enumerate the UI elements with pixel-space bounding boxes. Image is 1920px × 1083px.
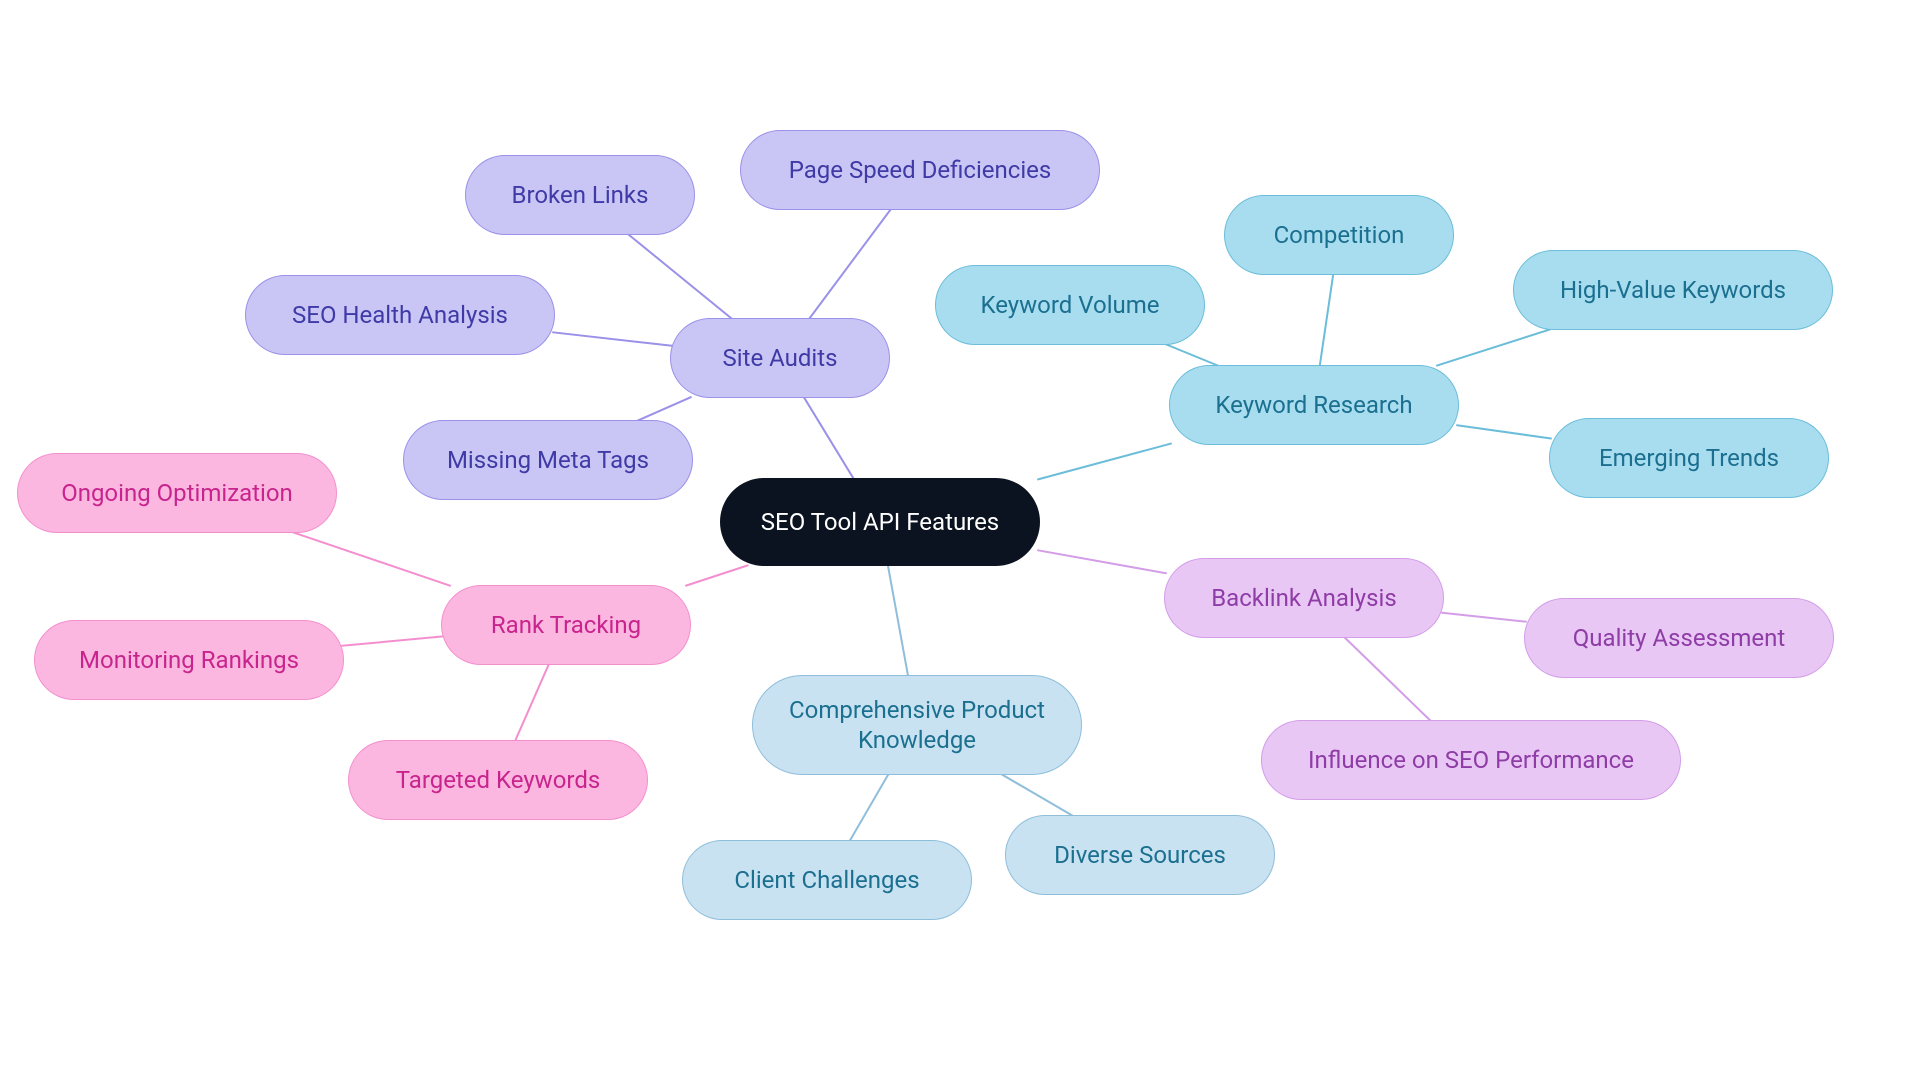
edge-keyword_research-competition: [1320, 273, 1334, 367]
node-label: Quality Assessment: [1573, 623, 1785, 653]
edge-center-rank_tracking: [686, 565, 748, 585]
node-quality_assessment: Quality Assessment: [1524, 598, 1834, 678]
node-site_audits: Site Audits: [670, 318, 890, 398]
edge-center-site_audits: [803, 396, 854, 479]
node-label: Keyword Research: [1215, 390, 1412, 420]
node-diverse_sources: Diverse Sources: [1005, 815, 1275, 895]
node-keyword_volume: Keyword Volume: [935, 265, 1205, 345]
node-page_speed: Page Speed Deficiencies: [740, 130, 1100, 210]
node-label: Keyword Volume: [980, 290, 1159, 320]
edge-backlink_analysis-quality_assessment: [1442, 613, 1526, 622]
node-center: SEO Tool API Features: [720, 478, 1040, 566]
edge-keyword_research-keyword_volume: [1166, 344, 1219, 366]
node-label: Targeted Keywords: [396, 765, 600, 795]
node-label: Emerging Trends: [1599, 443, 1779, 473]
node-keyword_research: Keyword Research: [1169, 365, 1459, 445]
edge-center-keyword_research: [1038, 444, 1171, 480]
edge-rank_tracking-targeted_keywords: [515, 663, 550, 742]
edge-backlink_analysis-influence_seo: [1344, 637, 1431, 722]
edge-site_audits-page_speed: [809, 208, 892, 319]
node-emerging_trends: Emerging Trends: [1549, 418, 1829, 498]
node-competition: Competition: [1224, 195, 1454, 275]
edge-center-backlink_analysis: [1038, 550, 1166, 573]
node-label: Client Challenges: [734, 865, 919, 895]
edge-site_audits-missing_meta: [637, 397, 691, 421]
node-label: Site Audits: [723, 343, 838, 373]
node-label: Monitoring Rankings: [79, 645, 299, 675]
node-label: Diverse Sources: [1054, 840, 1226, 870]
node-backlink_analysis: Backlink Analysis: [1164, 558, 1444, 638]
edge-product_knowledge-client_challenges: [849, 773, 889, 841]
mindmap-canvas: SEO Tool API Features Site Audits Broken L…: [0, 0, 1920, 1083]
node-label: Page Speed Deficiencies: [789, 155, 1052, 185]
node-label: SEO Tool API Features: [761, 507, 999, 537]
edge-keyword_research-high_value: [1437, 329, 1550, 365]
edge-site_audits-broken_links: [628, 234, 733, 320]
edge-keyword_research-emerging_trends: [1457, 425, 1551, 438]
node-label: High-Value Keywords: [1560, 275, 1786, 305]
node-monitoring_rank: Monitoring Rankings: [34, 620, 344, 700]
node-label: Influence on SEO Performance: [1308, 745, 1634, 775]
node-label: Comprehensive Product Knowledge: [789, 695, 1045, 755]
node-ongoing_opt: Ongoing Optimization: [17, 453, 337, 533]
node-label: Broken Links: [512, 180, 649, 210]
node-rank_tracking: Rank Tracking: [441, 585, 691, 665]
node-label: Competition: [1274, 220, 1405, 250]
edge-product_knowledge-diverse_sources: [1001, 774, 1073, 816]
node-targeted_keywords: Targeted Keywords: [348, 740, 648, 820]
node-label: Backlink Analysis: [1211, 583, 1397, 613]
node-client_challenges: Client Challenges: [682, 840, 972, 920]
node-missing_meta: Missing Meta Tags: [403, 420, 693, 500]
edge-center-product_knowledge: [888, 564, 909, 677]
edge-rank_tracking-monitoring_rank: [342, 636, 443, 645]
node-label: Ongoing Optimization: [61, 478, 293, 508]
node-label: Rank Tracking: [491, 610, 641, 640]
node-label: Missing Meta Tags: [447, 445, 649, 475]
node-broken_links: Broken Links: [465, 155, 695, 235]
node-influence_seo: Influence on SEO Performance: [1261, 720, 1681, 800]
node-seo_health: SEO Health Analysis: [245, 275, 555, 355]
node-high_value: High-Value Keywords: [1513, 250, 1833, 330]
edge-rank_tracking-ongoing_opt: [293, 532, 450, 585]
edge-site_audits-seo_health: [553, 332, 672, 345]
node-product_knowledge: Comprehensive Product Knowledge: [752, 675, 1082, 775]
node-label: SEO Health Analysis: [292, 300, 508, 330]
